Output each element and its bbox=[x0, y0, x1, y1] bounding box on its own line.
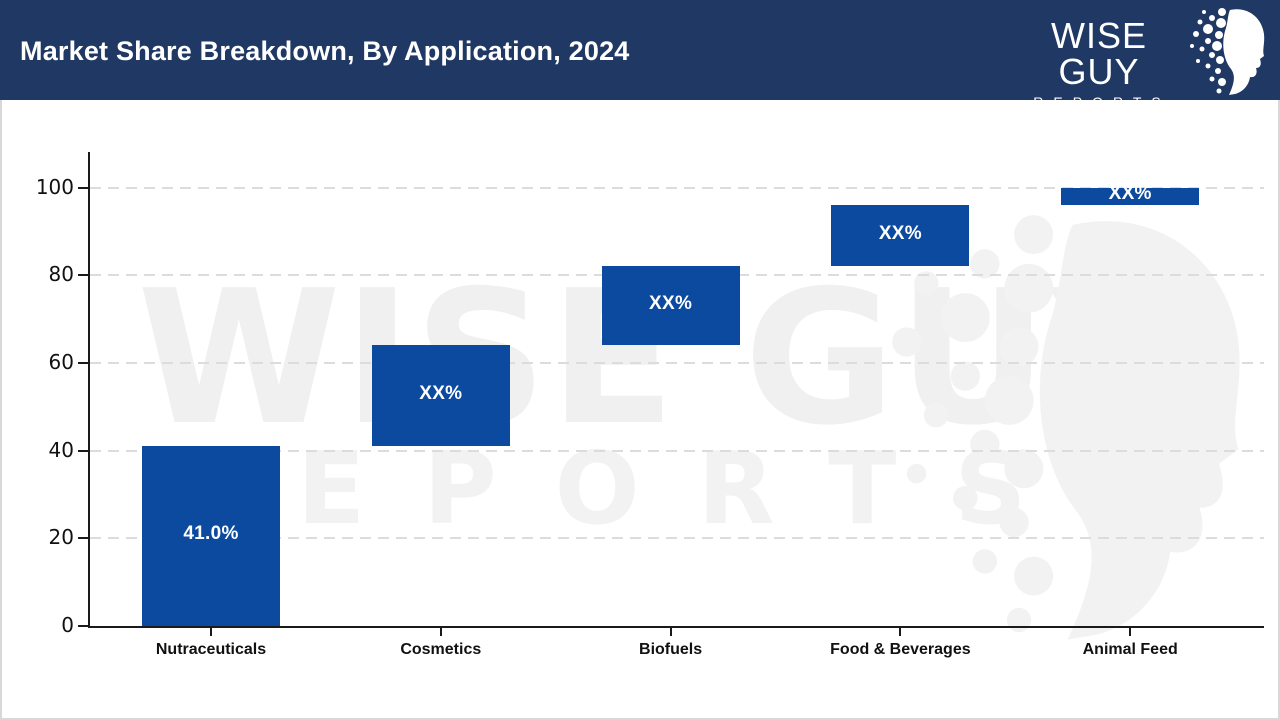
logo-text: WISE GUY REPORTS bbox=[1008, 15, 1190, 111]
chart-title: Market Share Breakdown, By Application, … bbox=[20, 36, 630, 66]
watermark-wordmark: WISE GUY bbox=[137, 250, 1186, 466]
header-bar: Market Share Breakdown, By Application, … bbox=[0, 0, 1280, 110]
chart-area: WISE GUY REPORTS bbox=[0, 100, 1280, 720]
logo-head-icon bbox=[1190, 8, 1265, 96]
wise-guy-logo: WISE GUY REPORTS bbox=[1008, 0, 1268, 110]
watermark-head-icon bbox=[892, 215, 1240, 640]
logo-wordmark: WISE GUY bbox=[1050, 15, 1147, 92]
watermark-subtitle: REPORTS bbox=[162, 430, 1085, 547]
